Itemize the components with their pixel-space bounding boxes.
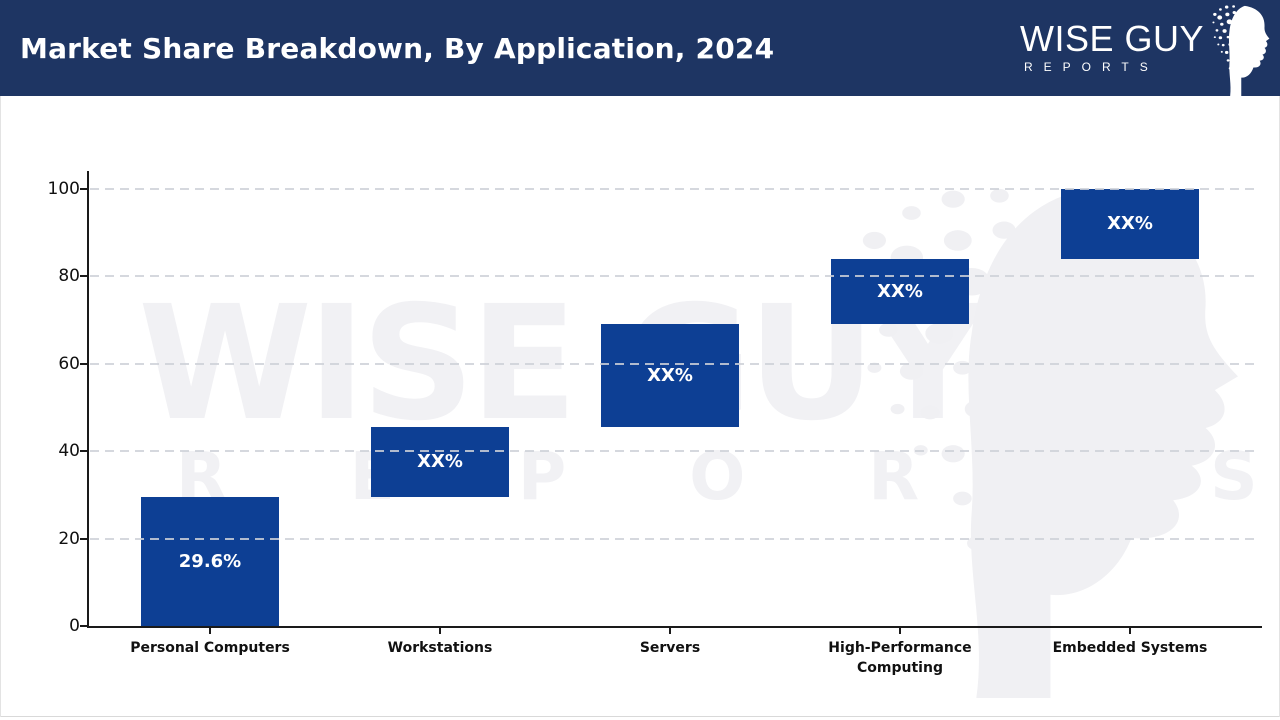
y-axis-tick-mark <box>80 275 88 278</box>
figure-border-left <box>0 96 1 717</box>
wise-guy-logo: WISE GUY REPORTS <box>1020 0 1272 96</box>
x-axis-tick-mark <box>669 628 671 634</box>
bar-2 <box>371 427 509 497</box>
y-axis-tick-mark <box>80 625 88 627</box>
header-bar: Market Share Breakdown, By Application, … <box>0 0 1280 96</box>
logo-subtitle: REPORTS <box>1023 60 1159 74</box>
gridline-y-100 <box>90 188 1260 190</box>
y-axis-tick-mark <box>80 188 88 190</box>
gridline-y-40 <box>90 450 1260 453</box>
x-axis-line <box>87 626 1262 628</box>
bar-value-label: 29.6% <box>178 550 242 572</box>
bar-value-label: XX% <box>877 281 923 303</box>
chart-title: Market Share Breakdown, By Application, … <box>20 31 775 65</box>
bar-value-label: XX% <box>1107 213 1153 235</box>
bar-value-label: XX% <box>417 451 463 473</box>
y-axis-tick-label: 0 <box>69 616 80 636</box>
y-axis-tick-mark <box>80 537 88 540</box>
x-axis-category-label: Embedded Systems <box>1052 640 1208 656</box>
y-axis-tick-label: 20 <box>58 528 80 549</box>
gridline-y-80 <box>90 275 1260 278</box>
y-axis-tick-label: 60 <box>58 353 80 374</box>
x-axis-tick-mark <box>1129 628 1131 634</box>
y-axis-tick-mark <box>80 450 88 453</box>
x-axis-tick-mark <box>899 628 901 634</box>
x-axis-tick-mark <box>209 628 211 634</box>
bar-3 <box>601 324 739 428</box>
bar-4 <box>831 258 969 325</box>
y-axis-tick-label: 80 <box>58 266 80 287</box>
y-axis-tick-label: 100 <box>47 179 80 199</box>
bar-value-label: XX% <box>647 365 693 387</box>
figure-border-bottom <box>0 716 1280 717</box>
x-axis-category-label: Servers <box>639 640 701 656</box>
y-axis-line <box>87 171 89 628</box>
y-axis-tick-label: 40 <box>58 441 80 462</box>
gridline-y-20 <box>90 537 1260 540</box>
logo-text: WISE GUY REPORTS <box>1019 18 1204 75</box>
logo-head-profile-icon <box>1212 5 1270 96</box>
x-axis-category-label: Personal Computers <box>130 640 290 656</box>
bar-5 <box>1061 189 1199 259</box>
x-axis-category-label: Workstations <box>387 640 493 656</box>
plot-area: 0 20 40 60 80 100 29.6% Personal Computers XX% Wo… <box>0 96 1280 720</box>
x-axis-category-label: High-Performance Computing <box>828 640 972 676</box>
logo-wordmark: WISE GUY <box>1019 18 1204 59</box>
y-axis-tick-mark <box>80 362 88 365</box>
gridline-y-60 <box>90 362 1260 365</box>
x-axis-tick-mark <box>439 628 441 634</box>
bar-1 <box>141 496 279 626</box>
